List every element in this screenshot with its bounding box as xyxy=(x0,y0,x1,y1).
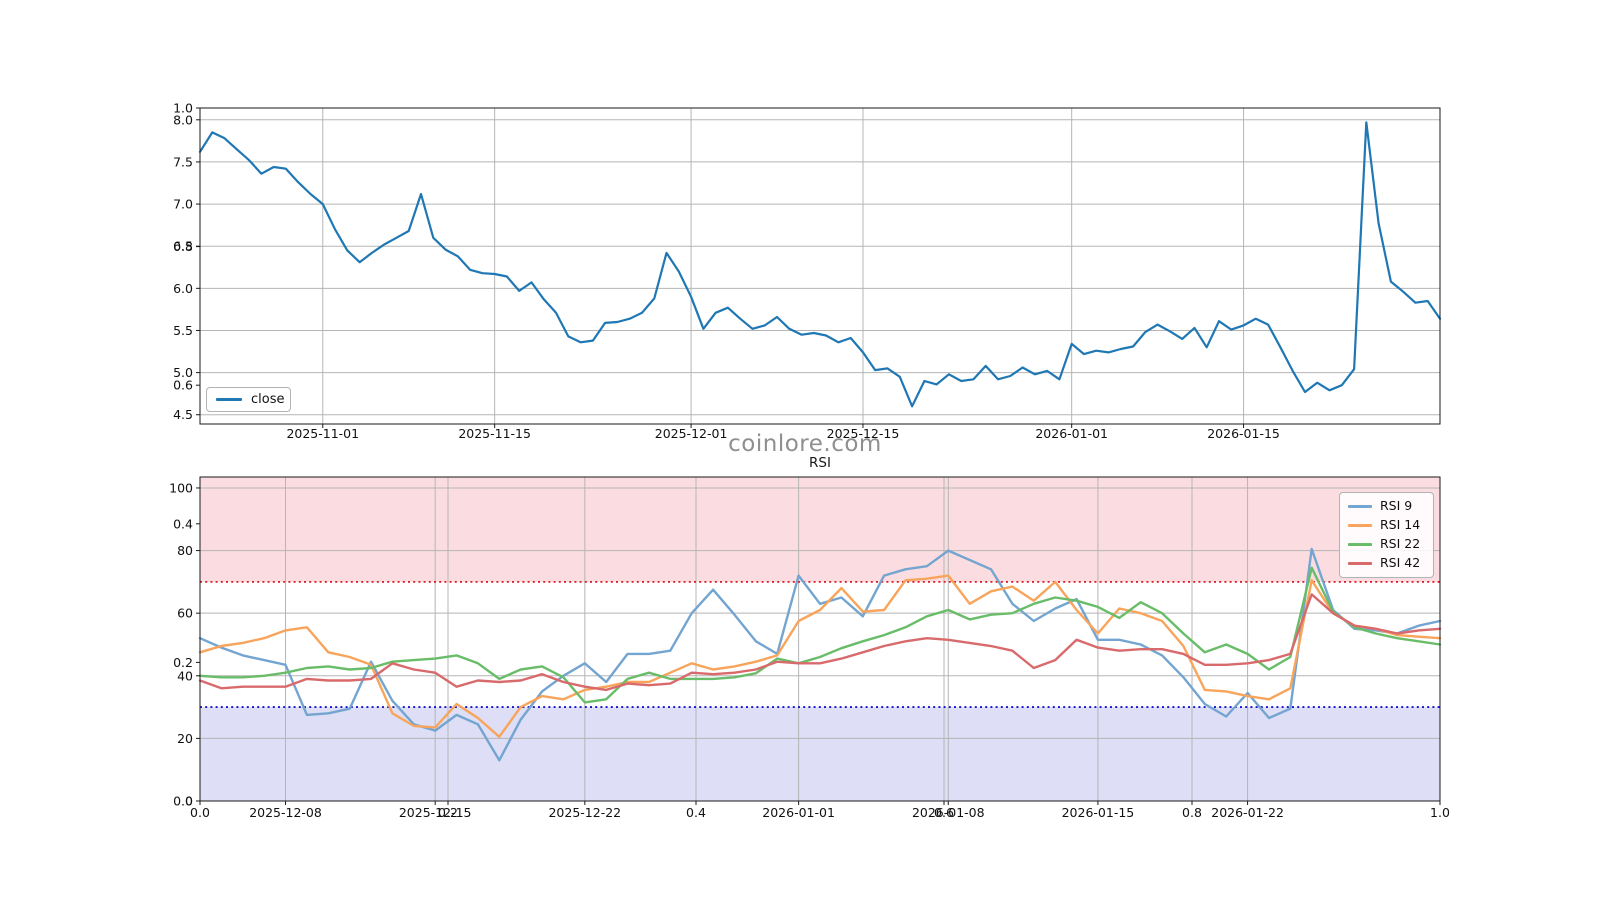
svg-text:5.0: 5.0 xyxy=(173,365,193,380)
rsi-legend: RSI 9 RSI 14 RSI 22 RSI 42 xyxy=(1339,492,1434,578)
rsi14-line-sample xyxy=(1348,524,1372,527)
svg-text:5.5: 5.5 xyxy=(173,323,193,338)
svg-text:7.5: 7.5 xyxy=(173,154,193,169)
rsi42-legend-label: RSI 42 xyxy=(1380,555,1421,571)
close-legend-label: close xyxy=(251,392,285,407)
rsi-legend-item: RSI 22 xyxy=(1340,536,1433,553)
svg-text:60: 60 xyxy=(177,606,193,621)
rsi22-line-sample xyxy=(1348,543,1372,546)
svg-text:40: 40 xyxy=(177,668,193,683)
svg-text:0.8: 0.8 xyxy=(173,239,193,254)
svg-text:100: 100 xyxy=(169,480,193,495)
svg-text:2025-11-15: 2025-11-15 xyxy=(458,426,531,441)
svg-text:2026-01-08: 2026-01-08 xyxy=(912,805,985,820)
svg-text:2026-01-01: 2026-01-01 xyxy=(1035,426,1108,441)
rsi-legend-item: RSI 9 xyxy=(1340,498,1433,515)
svg-text:0.4: 0.4 xyxy=(173,516,193,531)
svg-text:2025-12-22: 2025-12-22 xyxy=(548,805,621,820)
svg-text:4.5: 4.5 xyxy=(173,407,193,422)
svg-text:2025-12-15: 2025-12-15 xyxy=(827,426,900,441)
rsi9-line-sample xyxy=(1348,505,1372,508)
svg-text:0.2: 0.2 xyxy=(173,655,193,670)
close-price-legend: close xyxy=(206,387,291,412)
svg-text:0.6: 0.6 xyxy=(934,805,954,820)
svg-text:7.0: 7.0 xyxy=(173,197,193,212)
svg-text:80: 80 xyxy=(177,543,193,558)
close-line-sample xyxy=(216,398,242,401)
svg-text:2026-01-01: 2026-01-01 xyxy=(762,805,835,820)
svg-text:2026-01-15: 2026-01-15 xyxy=(1207,426,1280,441)
svg-text:0.0: 0.0 xyxy=(173,794,193,809)
svg-text:8.0: 8.0 xyxy=(173,112,193,127)
svg-text:0.8: 0.8 xyxy=(1182,805,1202,820)
svg-text:2026-01-15: 2026-01-15 xyxy=(1062,805,1135,820)
svg-text:0.0: 0.0 xyxy=(190,805,210,820)
rsi-legend-item: RSI 14 xyxy=(1340,517,1433,534)
svg-text:0.2: 0.2 xyxy=(438,805,458,820)
svg-text:1.0: 1.0 xyxy=(1430,805,1450,820)
svg-text:0: 0 xyxy=(185,794,193,809)
svg-text:6.5: 6.5 xyxy=(173,239,193,254)
svg-text:0.6: 0.6 xyxy=(173,378,193,393)
svg-text:6.0: 6.0 xyxy=(173,281,193,296)
svg-text:2025-12-01: 2025-12-01 xyxy=(655,426,728,441)
svg-text:1.0: 1.0 xyxy=(173,101,193,116)
rsi-chart-title: RSI xyxy=(809,455,831,471)
rsi-legend-item: RSI 42 xyxy=(1340,555,1433,572)
watermark: coinlore.com xyxy=(728,431,882,457)
rsi42-line-sample xyxy=(1348,562,1372,565)
rsi9-legend-label: RSI 9 xyxy=(1380,498,1413,514)
svg-text:2025-11-01: 2025-11-01 xyxy=(286,426,359,441)
svg-text:2025-12-15: 2025-12-15 xyxy=(399,805,472,820)
svg-text:20: 20 xyxy=(177,731,193,746)
svg-text:0.4: 0.4 xyxy=(686,805,706,820)
rsi14-legend-label: RSI 14 xyxy=(1380,517,1421,533)
svg-text:2026-01-22: 2026-01-22 xyxy=(1211,805,1284,820)
svg-text:2025-12-08: 2025-12-08 xyxy=(249,805,322,820)
rsi22-legend-label: RSI 22 xyxy=(1380,536,1421,552)
